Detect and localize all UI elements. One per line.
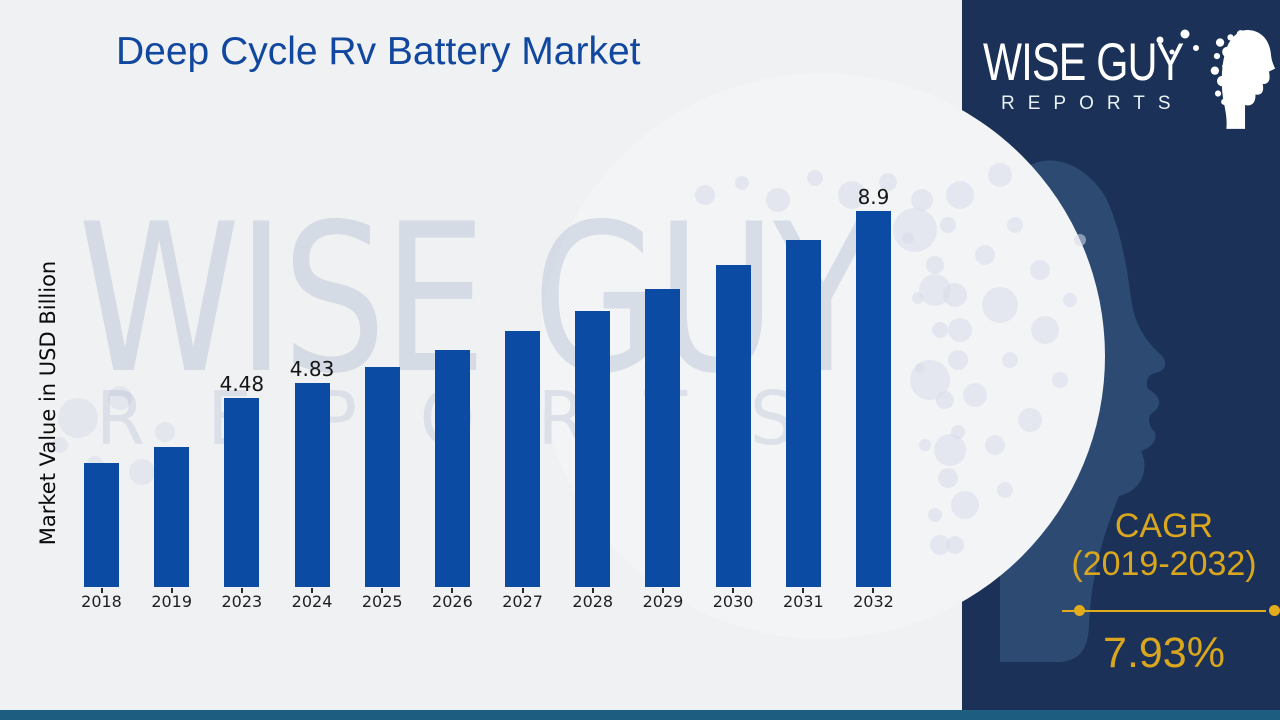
face-icon	[1210, 30, 1276, 129]
x-tick-label: 2027	[502, 592, 543, 611]
bar-value-label: 8.9	[857, 185, 890, 209]
bar	[364, 367, 400, 587]
x-tick-label: 2026	[432, 592, 473, 611]
x-tick-mark	[240, 588, 243, 593]
bar	[785, 240, 821, 587]
x-tick-mark	[732, 588, 735, 593]
bar	[154, 447, 190, 587]
cagr-range: (2019-2032)	[1071, 545, 1257, 584]
bar	[715, 265, 751, 587]
watermark-blob-cluster	[893, 163, 1086, 555]
watermark-dot-cluster	[695, 170, 968, 554]
bar	[224, 398, 260, 587]
x-tick-label: 2019	[151, 592, 193, 611]
x-tick-label: 2032	[853, 592, 894, 611]
cagr-line-dot-right	[1269, 605, 1280, 617]
bar	[575, 311, 611, 587]
brand-logo: WISE GUY REPORTS	[983, 30, 1276, 129]
watermark-left-blobs	[52, 386, 175, 485]
bar	[645, 289, 681, 587]
cagr-value: 7.93%	[1103, 629, 1225, 678]
brand-subtitle: REPORTS	[1001, 93, 1184, 114]
x-tick-label: 2023	[221, 592, 263, 611]
bar-value-label: 4.83	[289, 357, 335, 381]
x-tick-mark	[802, 588, 805, 593]
x-tick-label: 2029	[642, 592, 684, 611]
x-tick-mark	[451, 588, 454, 593]
bar	[434, 350, 470, 587]
bar-chart: 2018 2019 2023 4.48 2024 4.83 2025 2026 2027 2028…	[81, 185, 894, 611]
x-tick-mark	[170, 588, 173, 593]
bar	[505, 331, 541, 587]
x-tick-mark	[521, 588, 524, 593]
x-tick-label: 2018	[81, 592, 122, 611]
bar	[855, 211, 891, 587]
bar	[84, 463, 119, 587]
brand-name: WISE GUY	[983, 33, 1184, 92]
x-tick-label: 2025	[361, 592, 403, 611]
cagr-label: CAGR	[1114, 507, 1214, 545]
cagr-block: CAGR (2019-2032) 7.93%	[1058, 507, 1280, 678]
x-tick-label: 2024	[291, 592, 333, 611]
x-tick-label: 2028	[572, 592, 614, 611]
logo-accent-dots	[1156, 29, 1199, 55]
bar-value-label: 4.48	[219, 372, 265, 396]
cagr-line-dot-left	[1074, 605, 1085, 617]
cagr-underline	[1058, 605, 1280, 617]
bar	[294, 383, 330, 587]
x-tick-mark	[872, 588, 875, 593]
x-tick-mark	[100, 588, 103, 593]
page-title: Deep Cycle Rv Battery Market	[116, 30, 641, 73]
x-tick-label: 2031	[782, 592, 824, 611]
x-tick-label: 2030	[712, 592, 754, 611]
footer-bar	[0, 710, 1280, 720]
x-tick-mark	[381, 588, 384, 593]
x-tick-mark	[661, 588, 664, 593]
x-tick-mark	[311, 588, 314, 593]
x-tick-mark	[591, 588, 594, 593]
